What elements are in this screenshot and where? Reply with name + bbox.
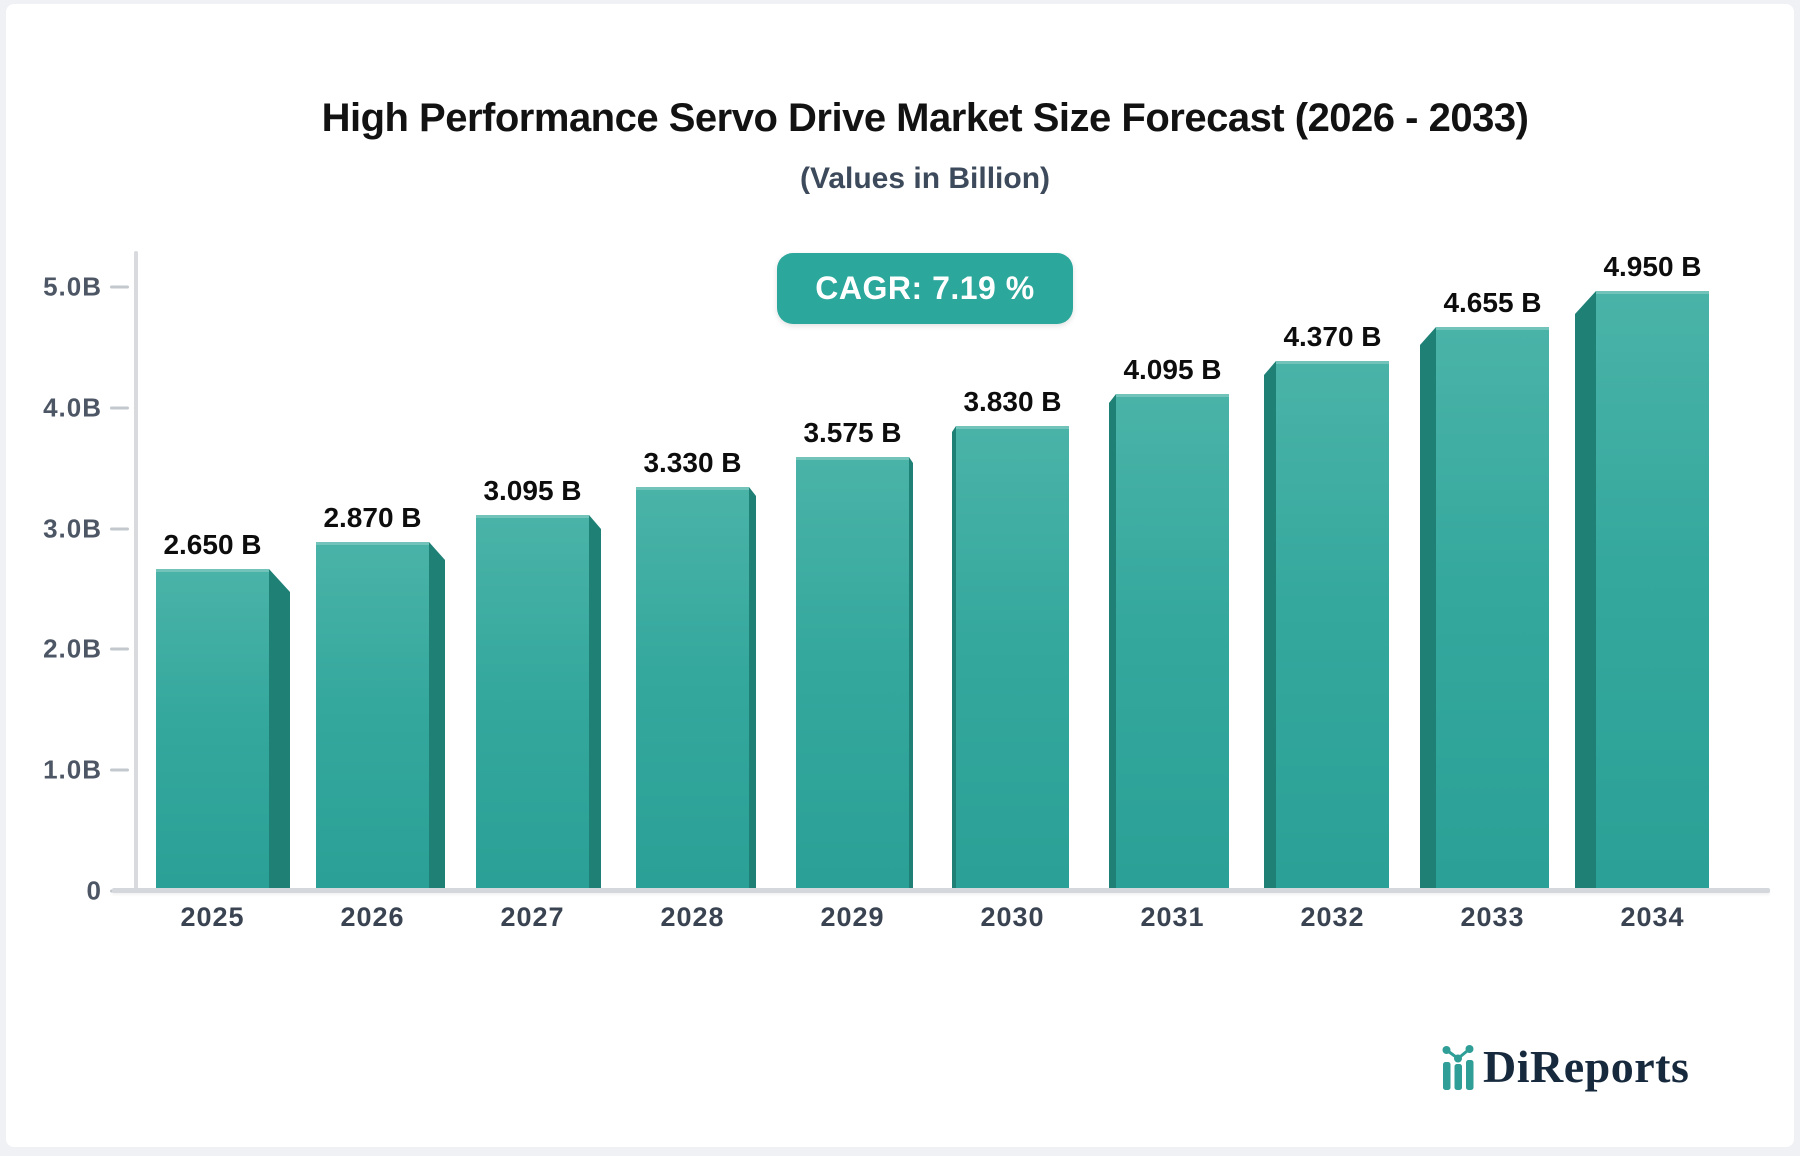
x-tick-label-2031: 2031 xyxy=(1140,902,1205,932)
bar-group-2033: 4.655 B xyxy=(1420,287,1549,889)
bar-value-label-2027: 3.095 B xyxy=(483,475,582,506)
bar-group-2027: 3.095 B xyxy=(476,475,601,889)
chart-title: High Performance Servo Drive Market Size… xyxy=(321,96,1529,140)
logo-text: DiReports xyxy=(1483,1041,1690,1092)
bar-face[interactable] xyxy=(476,515,589,889)
y-axis-line xyxy=(134,251,138,891)
bar-side xyxy=(269,569,290,889)
bar-value-label-2033: 4.655 B xyxy=(1443,287,1542,318)
bar-group-2026: 2.870 B xyxy=(316,502,445,889)
bar-face[interactable] xyxy=(1596,291,1709,889)
x-tick-label-2033: 2033 xyxy=(1460,902,1525,932)
bar-group-2028: 3.330 B xyxy=(636,447,756,889)
bar-value-label-2025: 2.650 B xyxy=(163,529,262,560)
y-tick-dash xyxy=(110,647,129,651)
bar-group-2032: 4.370 B xyxy=(1264,321,1389,889)
bar-side xyxy=(589,515,601,889)
bar-value-label-2030: 3.830 B xyxy=(963,386,1062,417)
x-axis-line xyxy=(112,888,1770,893)
y-tick-dash xyxy=(110,768,129,772)
x-tick-label-2026: 2026 xyxy=(340,902,405,932)
bar-side xyxy=(749,487,756,889)
y-tick-label-1.0B: 1.0B xyxy=(43,754,102,785)
x-tick-label-2029: 2029 xyxy=(820,902,885,932)
x-tick-label-2028: 2028 xyxy=(660,902,725,932)
bar-chart-trend-icon xyxy=(1442,1045,1474,1090)
bar-value-label-2031: 4.095 B xyxy=(1123,354,1222,385)
y-tick-dash xyxy=(110,406,129,410)
bar-value-label-2029: 3.575 B xyxy=(803,417,902,448)
bar-side xyxy=(1264,361,1276,889)
bar-face[interactable] xyxy=(316,542,429,889)
y-tick-label-4.0B: 4.0B xyxy=(43,392,102,423)
bar-side xyxy=(1109,394,1116,889)
bar-group-2034: 4.950 B xyxy=(1575,251,1709,889)
bar-face[interactable] xyxy=(1436,327,1549,889)
bar-face[interactable] xyxy=(636,487,749,889)
x-tick-label-2030: 2030 xyxy=(980,902,1045,932)
bar-side xyxy=(909,457,913,889)
bar-group-2030: 3.830 B xyxy=(952,386,1069,889)
bar-group-2031: 4.095 B xyxy=(1109,354,1229,889)
x-tick-label-2025: 2025 xyxy=(180,902,245,932)
chart-subtitle: (Values in Billion) xyxy=(799,162,1051,195)
bar-chart: 2.650 B 2.870 B 3.095 B 3.330 B 3.575 B 3.830… xyxy=(6,4,1794,1147)
bar-value-label-2034: 4.950 B xyxy=(1603,251,1702,282)
bar-group-2029: 3.575 B xyxy=(796,417,913,889)
cagr-badge: CAGR: 7.19 % xyxy=(777,253,1073,324)
y-tick-label-2.0B: 2.0B xyxy=(43,633,102,664)
bar-side xyxy=(952,426,956,889)
bar-value-label-2026: 2.870 B xyxy=(323,502,422,533)
bar-side xyxy=(1575,291,1596,889)
y-tick-label-0: 0 xyxy=(86,875,102,906)
bar-side xyxy=(429,542,445,889)
bar-face[interactable] xyxy=(796,457,909,889)
y-tick-dash xyxy=(110,527,129,531)
y-tick-label-5.0B: 5.0B xyxy=(43,271,102,302)
bar-face[interactable] xyxy=(1116,394,1229,889)
y-tick-dash xyxy=(110,285,129,289)
bar-side xyxy=(1420,327,1436,889)
bar-group-2025: 2.650 B xyxy=(156,529,290,889)
bar-value-label-2032: 4.370 B xyxy=(1283,321,1382,352)
y-tick-label-3.0B: 3.0B xyxy=(43,513,102,544)
bar-value-label-2028: 3.330 B xyxy=(643,447,742,478)
x-tick-label-2027: 2027 xyxy=(500,902,565,932)
cagr-badge-wrap: CAGR: 7.19 % xyxy=(56,253,1794,324)
chart-card: High Performance Servo Drive Market Size… xyxy=(6,4,1794,1147)
bar-face[interactable] xyxy=(956,426,1069,889)
x-tick-label-2034: 2034 xyxy=(1620,902,1685,932)
x-tick-label-2032: 2032 xyxy=(1300,902,1365,932)
bar-face[interactable] xyxy=(1276,361,1389,889)
bar-face[interactable] xyxy=(156,569,269,889)
